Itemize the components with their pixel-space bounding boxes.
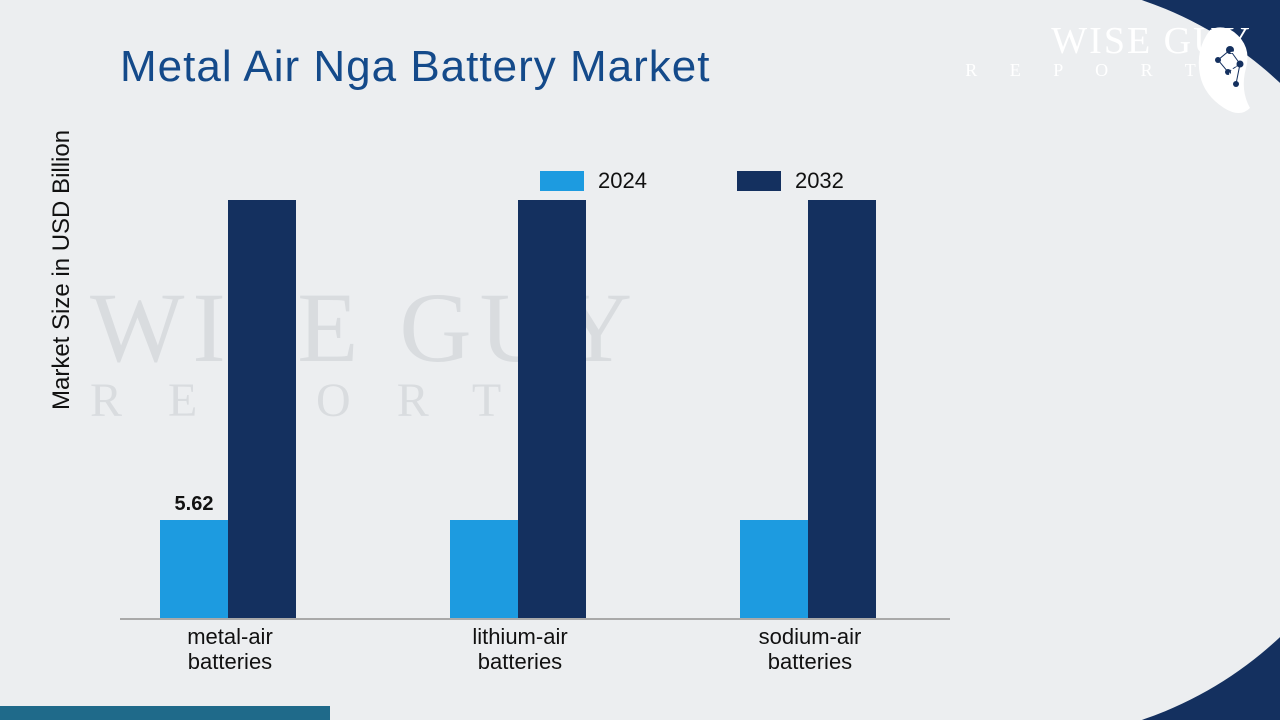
bar-2032-0 — [228, 200, 296, 618]
brand-line1: WISE GUY — [965, 24, 1252, 58]
legend-label-2032: 2032 — [795, 168, 844, 194]
right-panel: WISE GUY R E P O R T S — [940, 0, 1280, 720]
legend-swatch-2024 — [540, 171, 584, 191]
x-label-1-l1: lithium-air — [472, 624, 567, 649]
legend-swatch-2032 — [737, 171, 781, 191]
x-label-2: sodium-air batteries — [700, 624, 920, 675]
brand-line2: R E P O R T S — [965, 62, 1252, 78]
brand-logo-text: WISE GUY R E P O R T S — [965, 24, 1252, 78]
x-label-0-l2: batteries — [188, 649, 272, 674]
bar-2024-2 — [740, 520, 808, 618]
legend: 2024 2032 — [540, 168, 844, 194]
plot-area: 5.62 metal-air batteries lithium-air bat… — [120, 200, 950, 620]
x-label-1: lithium-air batteries — [410, 624, 630, 675]
y-axis-label: Market Size in USD Billion — [48, 130, 76, 410]
legend-item-2024: 2024 — [540, 168, 647, 194]
x-label-1-l2: batteries — [478, 649, 562, 674]
x-label-2-l1: sodium-air — [759, 624, 862, 649]
x-label-0-l1: metal-air — [187, 624, 273, 649]
accent-bottom-bar — [0, 706, 330, 720]
legend-label-2024: 2024 — [598, 168, 647, 194]
bar-value-label: 5.62 — [154, 493, 234, 516]
bar-2032-2 — [808, 200, 876, 618]
chart-title: Metal Air Nga Battery Market — [120, 42, 710, 92]
bar-2024-1 — [450, 520, 518, 618]
bar-2024-0 — [160, 520, 228, 618]
legend-item-2032: 2032 — [737, 168, 844, 194]
x-axis-line — [120, 618, 950, 620]
chart-canvas: WISE GUY REPORTS WISE GUY R E P O R T S … — [0, 0, 1280, 720]
x-label-0: metal-air batteries — [120, 624, 340, 675]
x-label-2-l2: batteries — [768, 649, 852, 674]
bar-2032-1 — [518, 200, 586, 618]
